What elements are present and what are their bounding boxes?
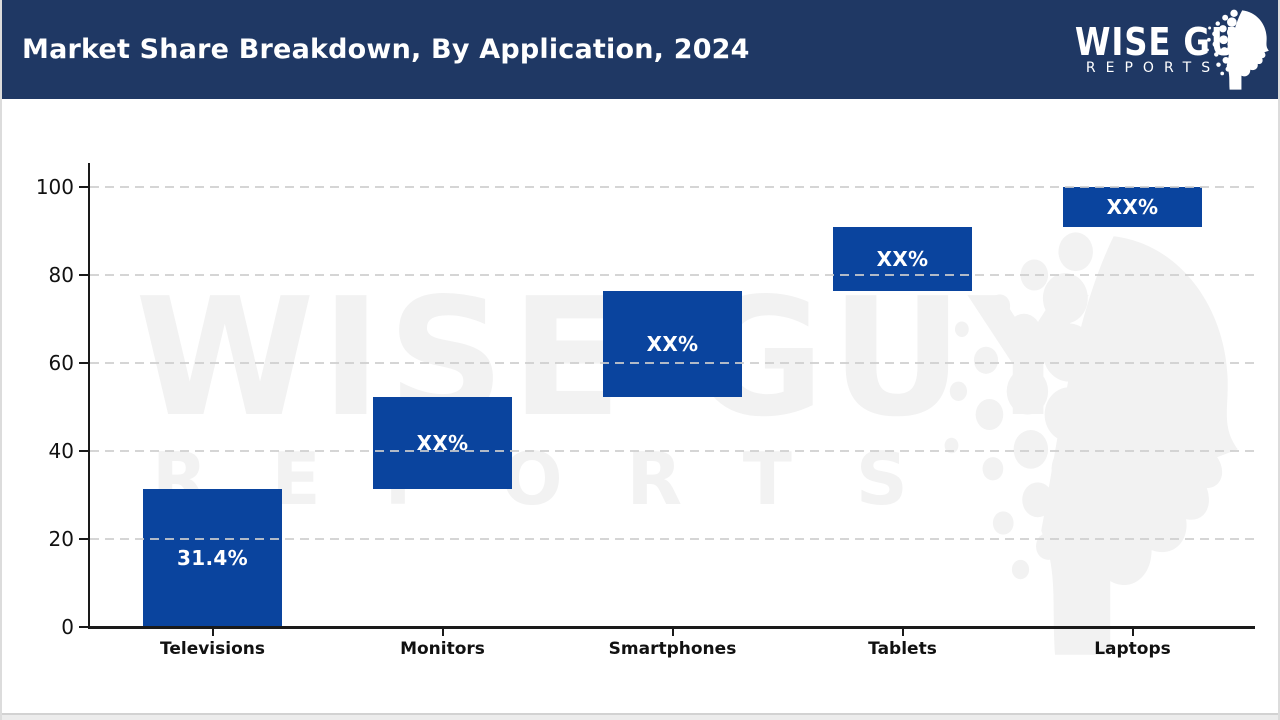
x-tick-mark (211, 629, 214, 636)
gridline (90, 362, 1255, 364)
bar-tablets[interactable]: XX% (833, 226, 972, 291)
y-tick-label: 40 (48, 439, 74, 463)
x-axis-line (88, 626, 1255, 629)
x-tick-label-smartphones: Smartphones (608, 639, 737, 659)
y-tick-mark (79, 186, 88, 188)
x-tick-label-tablets: Tablets (868, 639, 937, 659)
bar-laptops[interactable]: XX% (1063, 187, 1202, 227)
gridline (90, 450, 1255, 452)
y-tick-mark (79, 450, 88, 452)
y-tick-mark (79, 626, 88, 628)
gridline (90, 274, 1255, 276)
y-axis-line (88, 163, 90, 629)
y-tick-label: 100 (35, 175, 74, 199)
bar-value-label: XX% (646, 331, 699, 356)
bar-televisions[interactable]: 31.4% (143, 488, 282, 627)
bar-value-label: XX% (1106, 194, 1159, 219)
y-tick-label: 80 (48, 263, 74, 287)
bar-value-label: XX% (876, 246, 929, 271)
bar-value-label: 31.4% (177, 545, 248, 570)
x-tick-label-laptops: Laptops (1094, 639, 1171, 659)
x-tick-mark (1131, 629, 1134, 636)
y-tick-label: 0 (61, 615, 74, 639)
page-title: Market Share Breakdown, By Application, … (22, 34, 750, 65)
gridline (90, 538, 1255, 540)
bar-smartphones[interactable]: XX% (603, 290, 742, 397)
y-tick-mark (79, 362, 88, 364)
header-bar: Market Share Breakdown, By Application, … (2, 0, 1278, 99)
x-tick-label-monitors: Monitors (400, 639, 485, 659)
logo-subtext: REPORTS (1085, 60, 1221, 76)
y-tick-mark (79, 538, 88, 540)
y-tick-label: 60 (48, 351, 74, 375)
wise-guy-logo: WISE GUY REPORTS (1030, 0, 1270, 99)
x-tick-mark (441, 629, 444, 636)
logo-head-icon (1205, 9, 1269, 90)
bar-monitors[interactable]: XX% (373, 396, 512, 489)
y-tick-mark (79, 274, 88, 276)
gridline (90, 186, 1255, 188)
x-tick-label-televisions: Televisions (160, 639, 265, 659)
y-tick-label: 20 (48, 527, 74, 551)
x-tick-mark (671, 629, 674, 636)
bottom-border (2, 713, 1278, 720)
x-tick-mark (901, 629, 904, 636)
